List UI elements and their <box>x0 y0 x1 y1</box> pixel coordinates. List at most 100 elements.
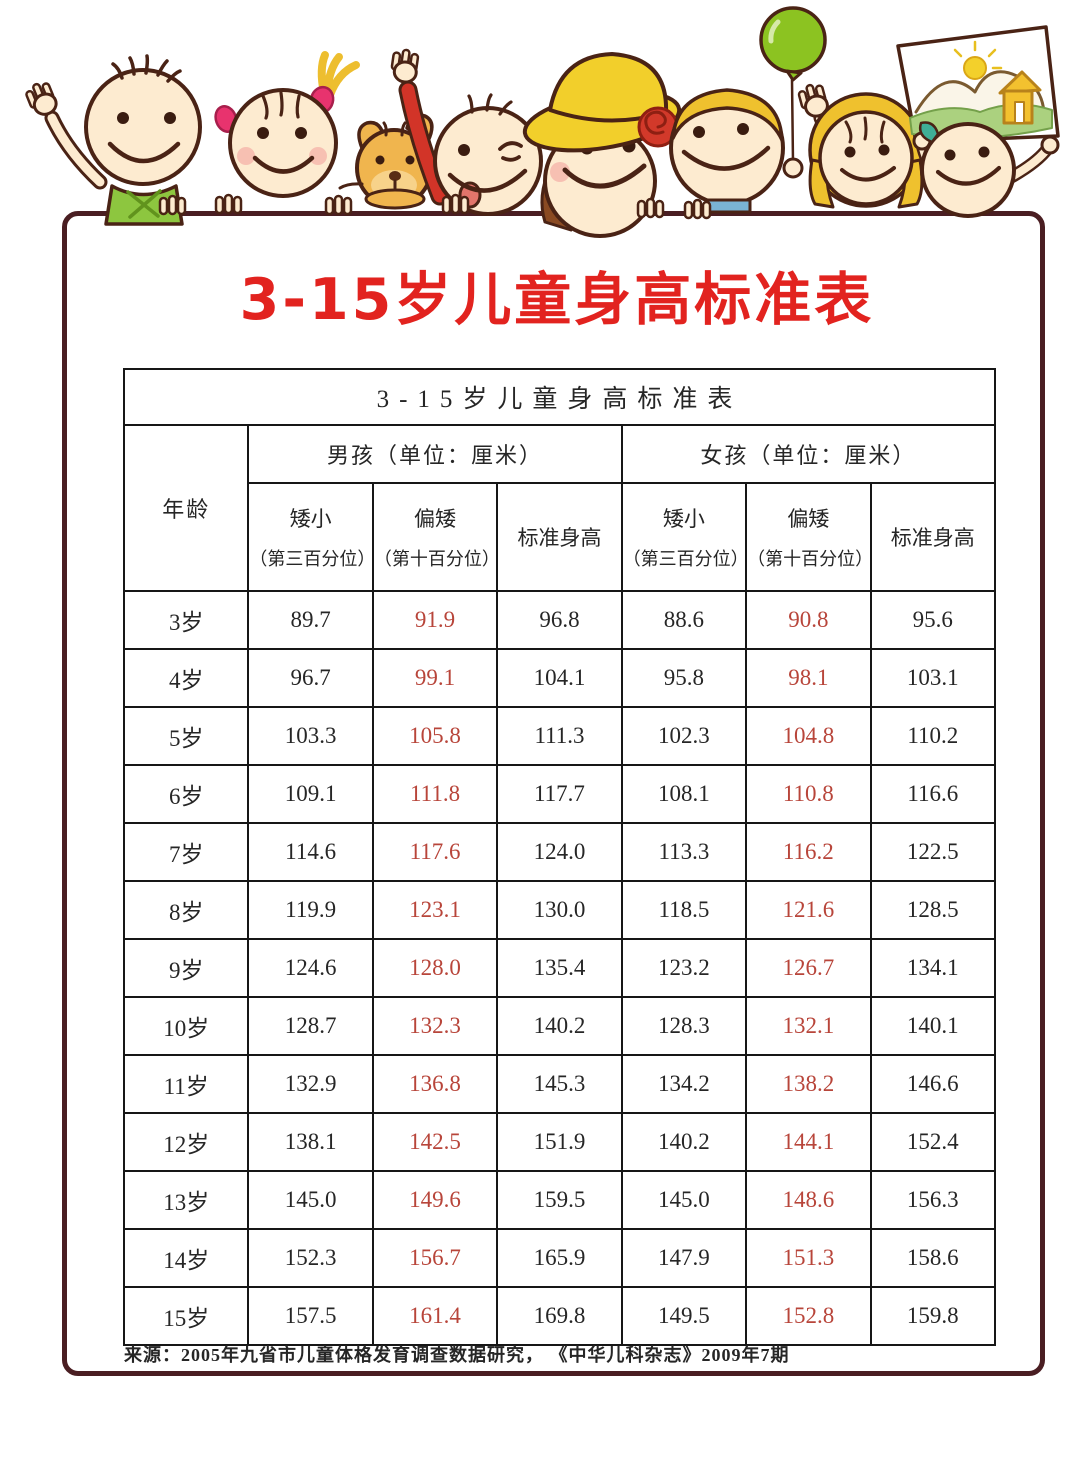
age-cell: 13岁 <box>122 1170 250 1230</box>
value-cell: 142.5 <box>371 1112 499 1172</box>
age-cell: 6岁 <box>122 764 250 824</box>
girls-group-header: 女孩（单位：厘米） <box>620 424 997 484</box>
value-cell: 95.8 <box>620 648 748 708</box>
age-cell: 12岁 <box>122 1112 250 1172</box>
table-row: 8岁 119.9 123.1 130.0 118.5 121.6 128.5 <box>122 880 997 940</box>
girls-short-header: 矮小 （第三百分位） <box>620 482 749 592</box>
source-note: 来源：2005年九省市儿童体格发育调查数据研究， 《中华儿科杂志》2009年7期 <box>124 1345 790 1365</box>
value-cell: 132.9 <box>247 1054 374 1114</box>
table-row: 9岁 124.6 128.0 135.4 123.2 126.7 134.1 <box>122 938 997 998</box>
age-cell: 14岁 <box>122 1228 250 1288</box>
value-cell: 148.6 <box>745 1170 872 1230</box>
value-cell: 123.2 <box>620 938 748 998</box>
value-cell: 96.8 <box>496 590 623 650</box>
value-cell: 169.8 <box>496 1286 623 1346</box>
value-cell: 151.3 <box>745 1228 872 1288</box>
value-cell: 111.3 <box>496 706 623 766</box>
value-cell: 145.0 <box>620 1170 748 1230</box>
boys-short-header: 矮小 （第三百分位） <box>247 482 375 592</box>
value-cell: 159.5 <box>496 1170 623 1230</box>
value-cell: 98.1 <box>745 648 872 708</box>
value-cell: 89.7 <box>247 590 374 650</box>
value-cell: 138.2 <box>745 1054 872 1114</box>
value-cell: 116.2 <box>745 822 872 882</box>
value-cell: 157.5 <box>247 1286 374 1346</box>
value-cell: 144.1 <box>745 1112 872 1172</box>
age-cell: 7岁 <box>122 822 250 882</box>
value-cell: 128.5 <box>869 880 997 940</box>
age-cell: 3岁 <box>122 590 250 650</box>
value-cell: 114.6 <box>247 822 374 882</box>
age-cell: 15岁 <box>122 1286 250 1346</box>
value-cell: 134.1 <box>869 938 997 998</box>
value-cell: 105.8 <box>371 706 499 766</box>
sun-hat-girl <box>522 52 682 238</box>
sign-boy <box>896 25 1060 218</box>
value-cell: 152.8 <box>745 1286 872 1346</box>
value-cell: 103.1 <box>869 648 997 708</box>
boys-slightly-short-header: 偏矮 （第十百分位） <box>371 482 500 592</box>
value-cell: 145.0 <box>247 1170 374 1230</box>
value-cell: 140.1 <box>869 996 997 1056</box>
value-cell: 91.9 <box>371 590 499 650</box>
value-cell: 90.8 <box>745 590 872 650</box>
value-cell: 151.9 <box>496 1112 623 1172</box>
value-cell: 152.4 <box>869 1112 997 1172</box>
value-cell: 130.0 <box>496 880 623 940</box>
value-cell: 110.2 <box>869 706 997 766</box>
table-title-row: 3-15岁儿童身高标准表 <box>123 368 996 426</box>
table-row: 12岁 138.1 142.5 151.9 140.2 144.1 152.4 <box>122 1112 997 1172</box>
value-cell: 103.3 <box>247 706 374 766</box>
raised-red-arm <box>388 46 450 206</box>
drawing-sign <box>896 25 1060 144</box>
value-cell: 104.1 <box>496 648 623 708</box>
value-cell: 128.0 <box>371 938 499 998</box>
value-cell: 146.6 <box>869 1054 997 1114</box>
value-cell: 161.4 <box>371 1286 499 1346</box>
table-row: 10岁 128.7 132.3 140.2 128.3 132.1 140.1 <box>122 996 997 1056</box>
value-cell: 134.2 <box>620 1054 748 1114</box>
boys-standard-header: 标准身高 <box>496 482 623 592</box>
age-cell: 4岁 <box>122 648 250 708</box>
value-cell: 108.1 <box>620 764 748 824</box>
value-cell: 132.1 <box>745 996 872 1056</box>
value-cell: 159.8 <box>869 1286 997 1346</box>
value-cell: 124.6 <box>247 938 374 998</box>
rose-icon <box>637 106 679 148</box>
house-icon <box>998 70 1042 125</box>
value-cell: 149.6 <box>371 1170 499 1230</box>
table-row: 13岁 145.0 149.6 159.5 145.0 148.6 156.3 <box>122 1170 997 1230</box>
value-cell: 165.9 <box>496 1228 623 1288</box>
girls-standard-header: 标准身高 <box>869 482 997 592</box>
value-cell: 140.2 <box>496 996 623 1056</box>
table-row: 4岁 96.7 99.1 104.1 95.8 98.1 103.1 <box>122 648 997 708</box>
value-cell: 145.3 <box>496 1054 623 1114</box>
value-cell: 119.9 <box>247 880 374 940</box>
age-column-header: 年龄 <box>122 424 250 592</box>
table-row: 7岁 114.6 117.6 124.0 113.3 116.2 122.5 <box>122 822 997 882</box>
value-cell: 132.3 <box>371 996 499 1056</box>
age-cell: 5岁 <box>122 706 250 766</box>
page-title: 3-15岁儿童身高标准表 <box>239 267 875 333</box>
value-cell: 117.7 <box>496 764 623 824</box>
table-row: 14岁 152.3 156.7 165.9 147.9 151.3 158.6 <box>122 1228 997 1288</box>
value-cell: 135.4 <box>496 938 623 998</box>
value-cell: 149.5 <box>620 1286 748 1346</box>
value-cell: 102.3 <box>620 706 748 766</box>
value-cell: 99.1 <box>371 648 499 708</box>
value-cell: 136.8 <box>371 1054 499 1114</box>
value-cell: 156.7 <box>371 1228 499 1288</box>
value-cell: 117.6 <box>371 822 499 882</box>
height-table-body: 3岁 89.7 91.9 96.8 88.6 90.8 95.6 4岁 96.7 99.1 104.… <box>122 590 997 1346</box>
age-cell: 10岁 <box>122 996 250 1056</box>
value-cell: 113.3 <box>620 822 748 882</box>
balloon-boy <box>669 6 827 220</box>
sub-header-row: 矮小 （第三百分位） 偏矮 （第十百分位） 标准身高 矮小 （第三百分位） 偏矮… <box>124 482 997 592</box>
girls-slightly-short-header: 偏矮 （第十百分位） <box>745 482 873 592</box>
value-cell: 96.7 <box>247 648 374 708</box>
value-cell: 140.2 <box>620 1112 748 1172</box>
table-row: 5岁 103.3 105.8 111.3 102.3 104.8 110.2 <box>122 706 997 766</box>
table-row: 3岁 89.7 91.9 96.8 88.6 90.8 95.6 <box>122 590 997 650</box>
value-cell: 109.1 <box>247 764 374 824</box>
